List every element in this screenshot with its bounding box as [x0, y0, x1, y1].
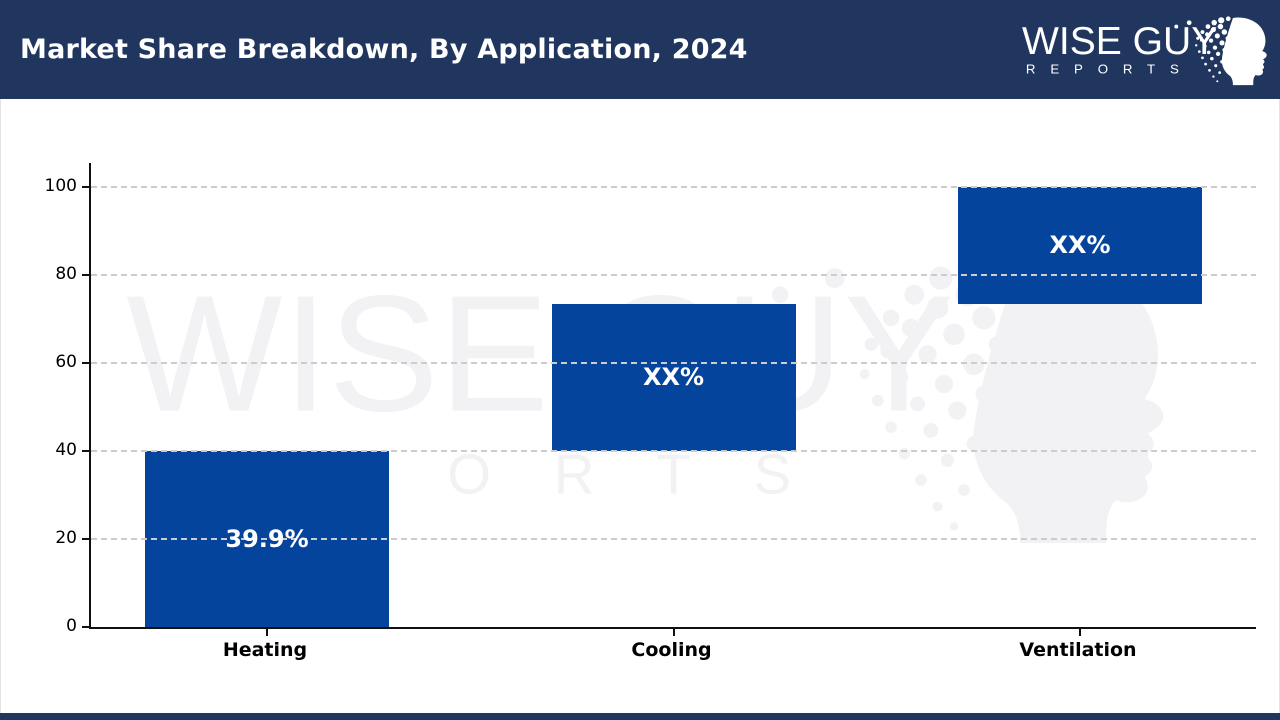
y-tick-label: 80: [55, 264, 77, 284]
x-tick-label-cooling: Cooling: [631, 639, 712, 661]
watermark-wordmark-text: WISE GUY: [126, 262, 954, 447]
y-tick-label: 60: [55, 352, 77, 372]
chart-area: WISE GUY REPORTS: [0, 99, 1280, 713]
x-tick-label-ventilation: Ventilation: [1019, 639, 1137, 661]
bar-cooling: [551, 303, 796, 451]
bar-value-label: XX%: [642, 363, 705, 392]
logo-face-profile-icon: [1221, 17, 1267, 86]
brand-logo: WISE GUY REPORTS: [1022, 8, 1272, 92]
header-bar: Market Share Breakdown, By Application, …: [0, 0, 1280, 99]
y-tick-mark: [82, 274, 89, 276]
footer-bar: [0, 713, 1280, 720]
gridline-40: [91, 450, 1256, 452]
logo-wordmark-text: WISE GUY: [1022, 20, 1217, 63]
logo-reports-text: REPORTS: [1026, 61, 1194, 76]
plot-area: 39.9% XX% XX%: [82, 163, 1256, 636]
x-tick-mark: [1079, 629, 1081, 636]
y-tick-label: 0: [66, 616, 77, 636]
y-tick-label: 100: [44, 176, 77, 196]
x-tick-mark: [672, 629, 675, 636]
gridline-80: [91, 274, 1256, 276]
page-title: Market Share Breakdown, By Application, …: [20, 34, 748, 65]
x-tick-label-heating: Heating: [222, 639, 308, 661]
y-tick-mark: [82, 186, 89, 188]
brand-logo-graphic: WISE GUY REPORTS: [1022, 16, 1267, 86]
bar-ventilation: [958, 187, 1202, 304]
y-tick-mark: [82, 626, 89, 628]
y-tick-label: 20: [55, 528, 77, 548]
watermark-logo: WISE GUY REPORTS: [126, 245, 1186, 543]
gridline-100: [91, 186, 1256, 188]
bar-value-label: 39.9%: [225, 525, 309, 554]
y-tick-mark: [82, 450, 89, 452]
y-tick-label: 40: [55, 440, 77, 460]
watermark-face-profile-icon: [973, 256, 1164, 543]
gridline-60: [91, 362, 1256, 364]
y-tick-mark: [82, 538, 89, 540]
gridline-20: [91, 538, 1256, 540]
x-tick-mark: [266, 629, 268, 636]
y-tick-mark: [82, 362, 89, 364]
bar-value-label: XX%: [1049, 231, 1111, 260]
watermark-graphic: WISE GUY REPORTS: [126, 251, 1164, 543]
